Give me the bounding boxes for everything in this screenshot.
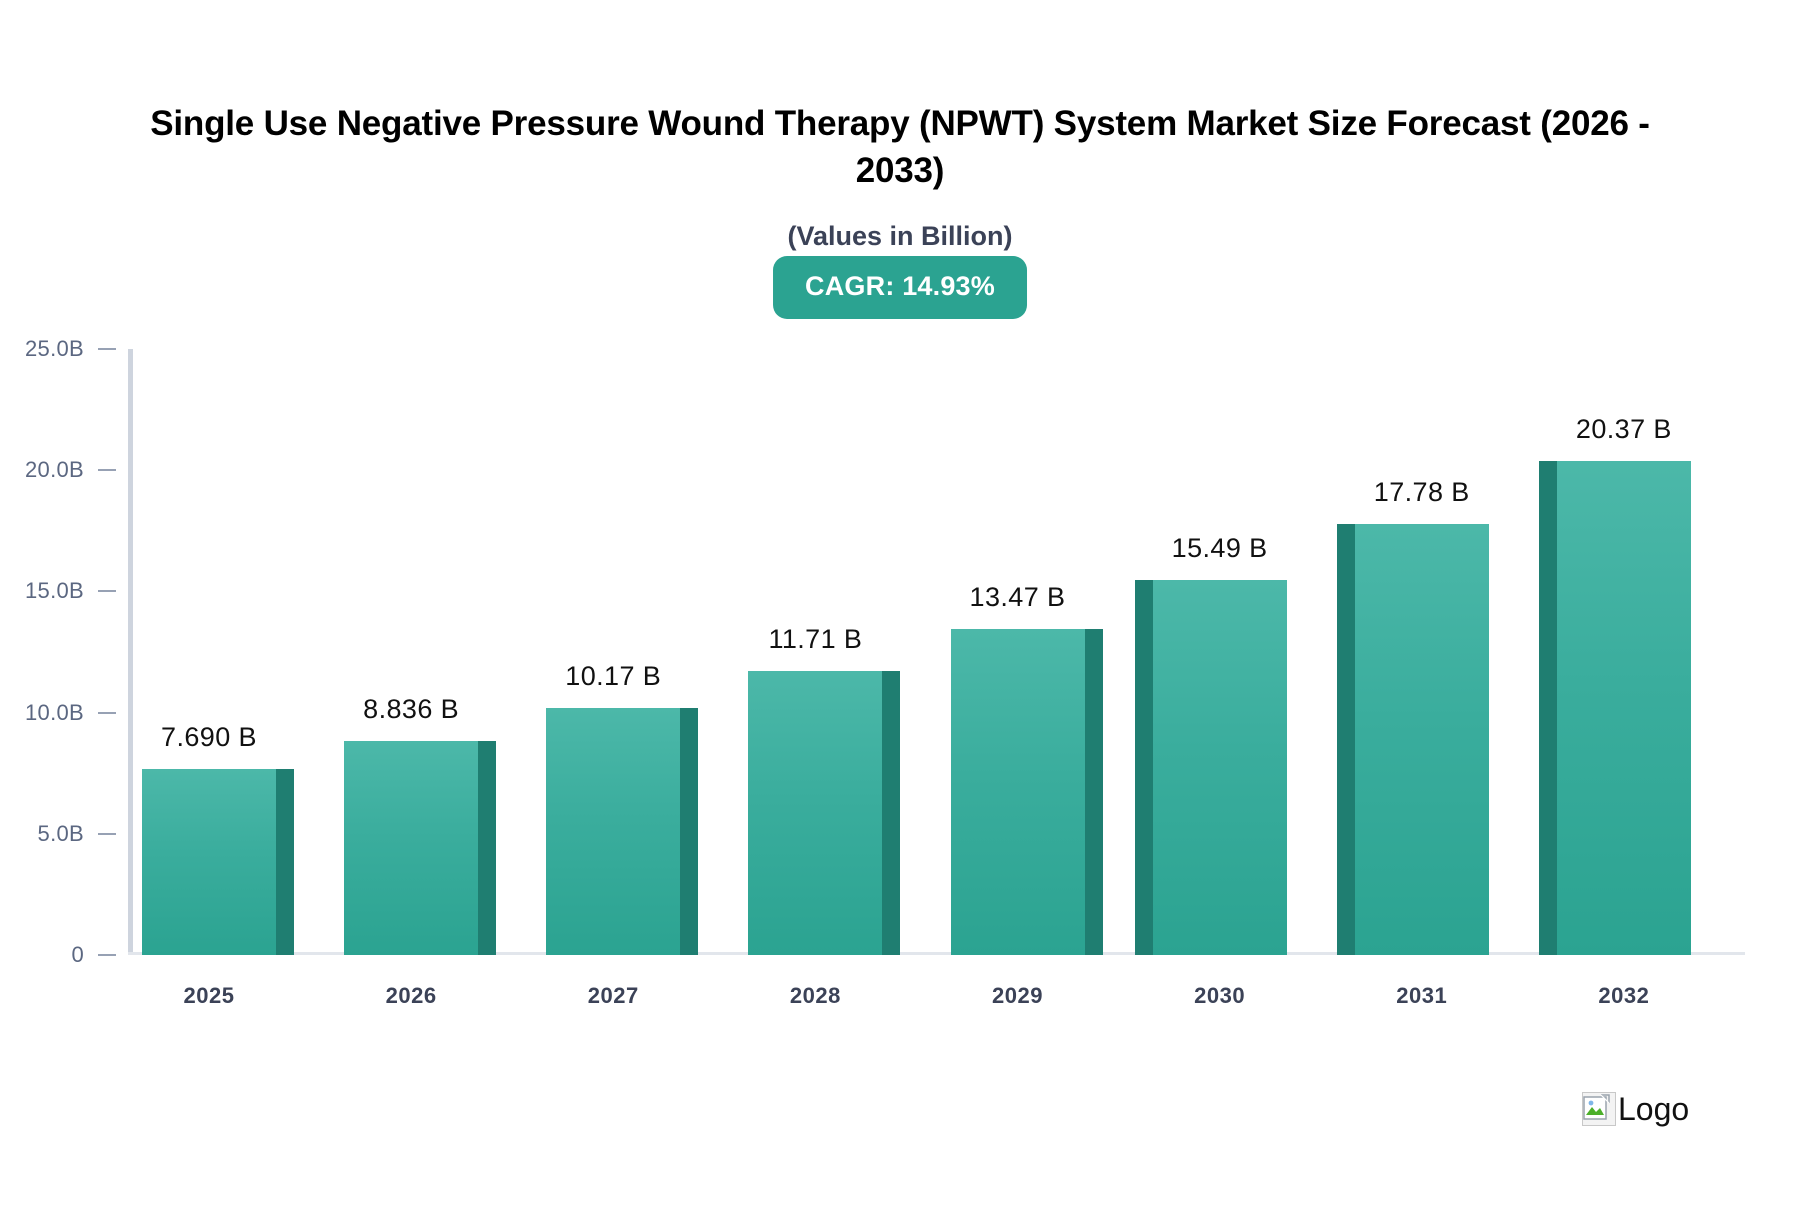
x-axis-tick-label: 2030 (1194, 983, 1246, 1008)
bar-front-face (142, 768, 276, 955)
bar-series: 7.690 B 2025 8.836 B 2026 10.17 B 2027 11.71 B… (128, 349, 1745, 1008)
x-axis-tick-label: 2027 (587, 983, 639, 1008)
y-axis-tick: 15.0B (25, 578, 128, 604)
y-axis-line (128, 349, 133, 955)
bar-front-face (1354, 524, 1489, 955)
logo-alt-text: Logo (1618, 1091, 1690, 1127)
x-axis-tick-label: 2026 (385, 983, 437, 1008)
chart-subtitle: (Values in Billion) (787, 220, 1013, 251)
broken-image-icon (1582, 1092, 1616, 1126)
logo: Logo (1582, 1092, 1689, 1126)
y-axis-tick-mark (98, 832, 116, 835)
bar-value-label: 11.71 B (768, 624, 863, 655)
y-axis-tick-mark (98, 348, 116, 350)
x-axis-line (128, 952, 1745, 955)
bar-front-face (546, 708, 681, 955)
bar-value-label: 7.690 B (161, 721, 257, 752)
bar-value-label: 8.836 B (363, 693, 460, 724)
y-axis-tick: 10.0B (25, 700, 128, 726)
bar-front-face (1556, 461, 1691, 955)
bar-side-face (1134, 588, 1153, 955)
y-axis-tick: 5.0B (38, 821, 128, 847)
bar[interactable]: 15.49 B 2030 (1134, 533, 1287, 1008)
x-axis-tick-label: 2032 (1598, 983, 1650, 1008)
x-axis-tick-label: 2028 (789, 983, 841, 1008)
bar-value-label: 15.49 B (1171, 532, 1268, 563)
y-axis-tick: 0 (71, 942, 128, 968)
page-title: Single Use Negative Pressure Wound Thera… (150, 104, 1650, 191)
y-axis-tick: 25.0B (25, 336, 128, 362)
bar-side-face (478, 749, 497, 955)
bar-side-face (276, 777, 294, 955)
bar[interactable]: 10.17 B 2027 (546, 661, 699, 1008)
y-axis-tick-mark (98, 469, 116, 472)
y-axis-tick: 20.0B (25, 457, 128, 483)
cagr-badge: CAGR: 14.93% (773, 256, 1027, 319)
y-axis-tick-label: 10.0B (25, 699, 84, 725)
bar[interactable]: 7.690 B 2025 (142, 722, 294, 1008)
y-axis-tick-label: 5.0B (37, 820, 84, 846)
bar[interactable]: 17.78 B 2031 (1336, 477, 1489, 1008)
bar-side-face (1538, 470, 1557, 955)
title-block: Single Use Negative Pressure Wound Thera… (0, 100, 1800, 252)
y-axis-tick-label: 15.0B (25, 578, 84, 604)
bar[interactable]: 13.47 B 2029 (950, 582, 1103, 1008)
y-axis-tick-mark (98, 954, 116, 956)
bar-value-label: 20.37 B (1575, 414, 1672, 445)
bar-value-label: 17.78 B (1373, 477, 1470, 508)
bar-value-label: 10.17 B (565, 661, 662, 692)
y-axis-tick-label: 20.0B (25, 457, 84, 483)
bar-front-face (748, 671, 883, 955)
bar[interactable]: 20.37 B 2032 (1538, 414, 1691, 1008)
plot-area: 0 5.0B 10.0B 15.0B 20.0B 25.0B 7.690 B 2025 8.8… (25, 336, 1745, 1008)
x-axis-tick-label: 2031 (1396, 983, 1448, 1008)
bar-front-face (1152, 579, 1287, 955)
y-axis-tick-mark (98, 590, 116, 593)
bar[interactable]: 11.71 B 2028 (748, 624, 901, 1008)
y-axis-tick-mark (98, 711, 116, 714)
bar-side-face (1084, 637, 1103, 955)
bar-value-label: 13.47 B (969, 581, 1066, 612)
y-axis-tick-label: 0 (71, 942, 84, 967)
x-axis-tick-label: 2029 (992, 983, 1043, 1008)
bar[interactable]: 8.836 B 2026 (344, 694, 497, 1008)
bar-front-face (344, 740, 479, 955)
y-axis-tick-label: 25.0B (25, 336, 84, 361)
bar-front-face (950, 628, 1085, 955)
bar-side-face (1336, 533, 1355, 955)
x-axis-tick-label: 2025 (183, 983, 235, 1008)
bar-side-face (680, 717, 699, 955)
bar-side-face (882, 680, 901, 955)
